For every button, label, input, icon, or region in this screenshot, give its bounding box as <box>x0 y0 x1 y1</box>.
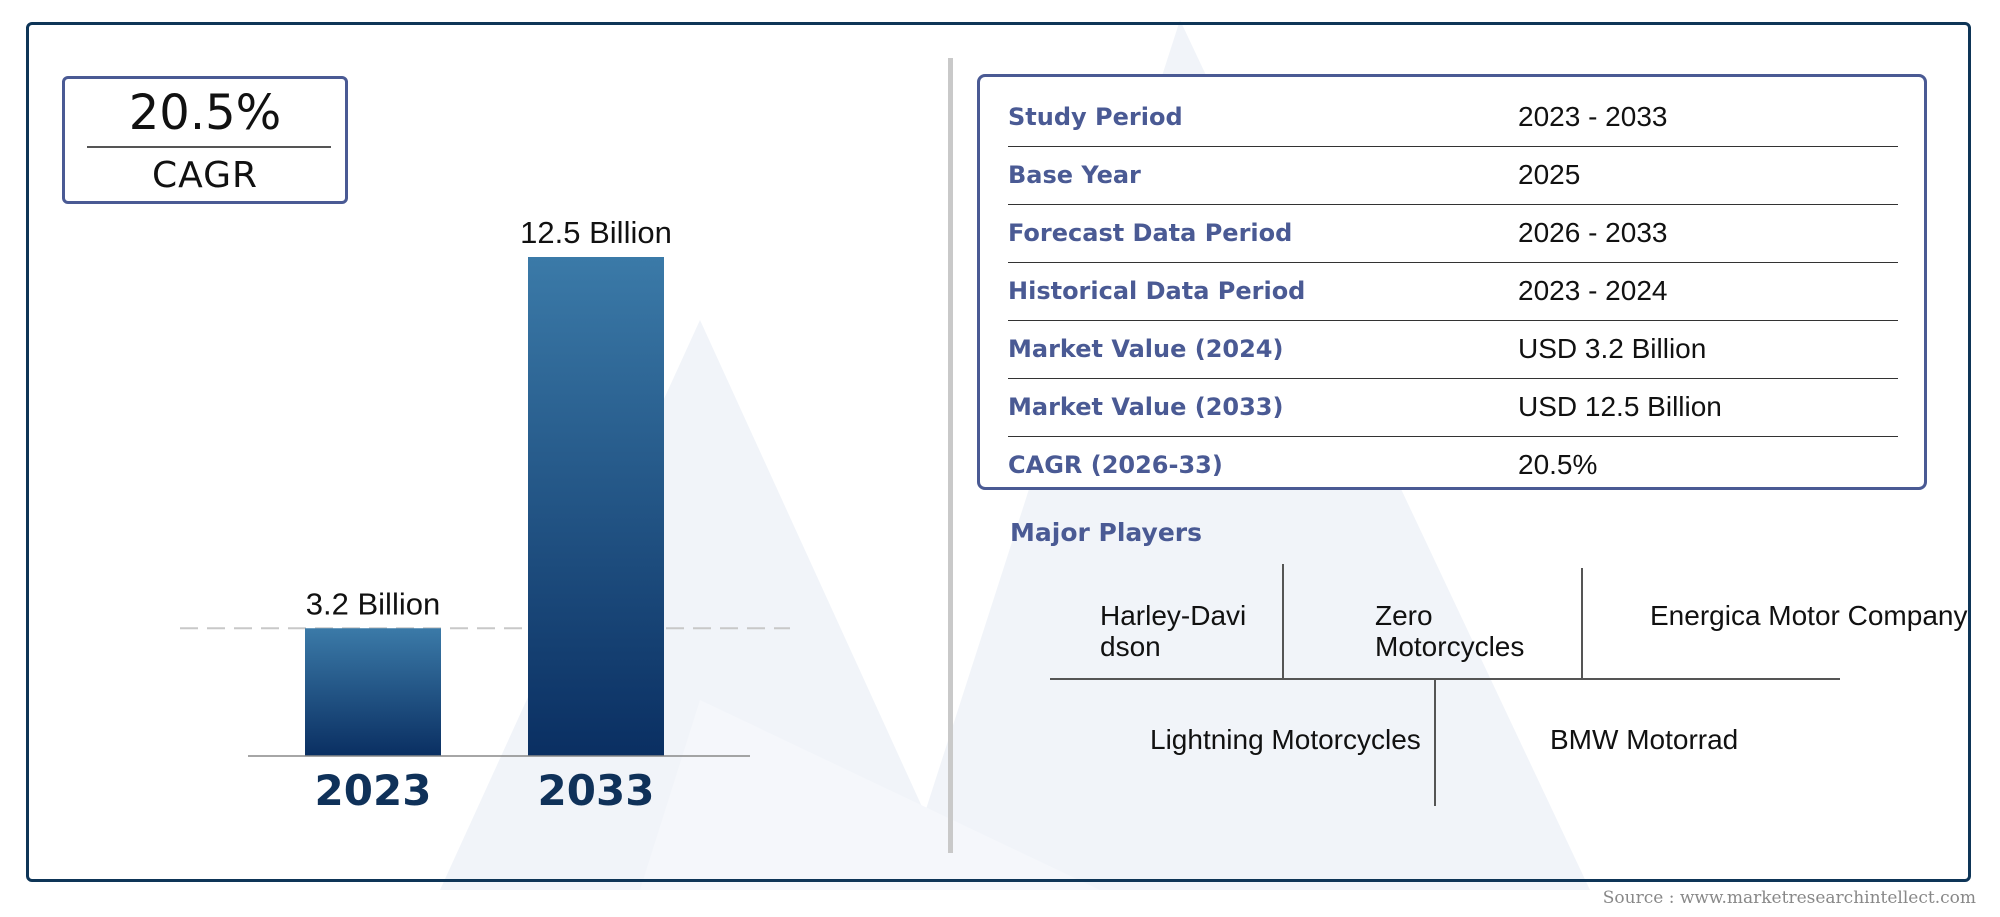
info-row: Market Value (2024) USD 3.2 Billion <box>1008 321 1898 379</box>
info-row: Study Period 2023 - 2033 <box>1008 89 1898 147</box>
info-value: USD 3.2 Billion <box>1518 333 1707 364</box>
category-label: 2023 <box>315 766 432 815</box>
player-name: Zero Motorcycles <box>1375 600 1525 662</box>
info-row: Market Value (2033) USD 12.5 Billion <box>1008 379 1898 437</box>
info-label: Market Value (2024) <box>1008 335 1284 363</box>
bar-chart: 3.2 Billion 2023 12.5 Billion 2033 <box>180 215 790 815</box>
market-info-table: Study Period 2023 - 2033 Base Year 2025 Fore… <box>977 74 1927 490</box>
info-label: Study Period <box>1008 103 1183 131</box>
major-players-title: Major Players <box>1010 518 1202 547</box>
bar-2033 <box>528 257 664 756</box>
info-label: Base Year <box>1008 161 1141 189</box>
info-row: Base Year 2025 <box>1008 147 1898 205</box>
category-label: 2033 <box>538 766 655 815</box>
source-note: Source : www.marketresearchintellect.com <box>1602 888 1976 908</box>
player-name: Energica Motor Company <box>1650 600 1968 631</box>
info-row: CAGR (2026-33) 20.5% <box>1008 437 1898 495</box>
cagr-box: 20.5% CAGR <box>62 76 348 204</box>
player-divider <box>1282 564 1284 678</box>
outer-frame <box>26 22 1971 882</box>
info-value: 2023 - 2024 <box>1518 275 1668 306</box>
info-value: 2023 - 2033 <box>1518 101 1668 132</box>
cagr-divider <box>87 146 331 148</box>
info-value: 20.5% <box>1518 449 1598 480</box>
player-divider <box>1581 568 1583 678</box>
bar-2023 <box>305 628 441 756</box>
player-name: Harley-Davi dson <box>1100 600 1247 662</box>
info-value: USD 12.5 Billion <box>1518 391 1722 422</box>
info-label: CAGR (2026-33) <box>1008 451 1223 479</box>
info-label: Historical Data Period <box>1008 277 1306 305</box>
info-value: 2026 - 2033 <box>1518 217 1668 248</box>
player-divider <box>1434 680 1436 806</box>
info-row: Forecast Data Period 2026 - 2033 <box>1008 205 1898 263</box>
player-divider <box>1050 678 1840 680</box>
info-label: Forecast Data Period <box>1008 219 1293 247</box>
bar-value-label: 3.2 Billion <box>306 586 440 621</box>
player-name: Lightning Motorcycles <box>1150 724 1421 755</box>
cagr-value: 20.5% <box>128 85 282 141</box>
cagr-label: CAGR <box>151 155 259 196</box>
info-label: Market Value (2033) <box>1008 393 1284 421</box>
info-row: Historical Data Period 2023 - 2024 <box>1008 263 1898 321</box>
vertical-divider <box>948 58 953 853</box>
bar-value-label: 12.5 Billion <box>520 215 672 250</box>
info-value: 2025 <box>1518 159 1581 190</box>
player-name: BMW Motorrad <box>1550 724 1739 755</box>
